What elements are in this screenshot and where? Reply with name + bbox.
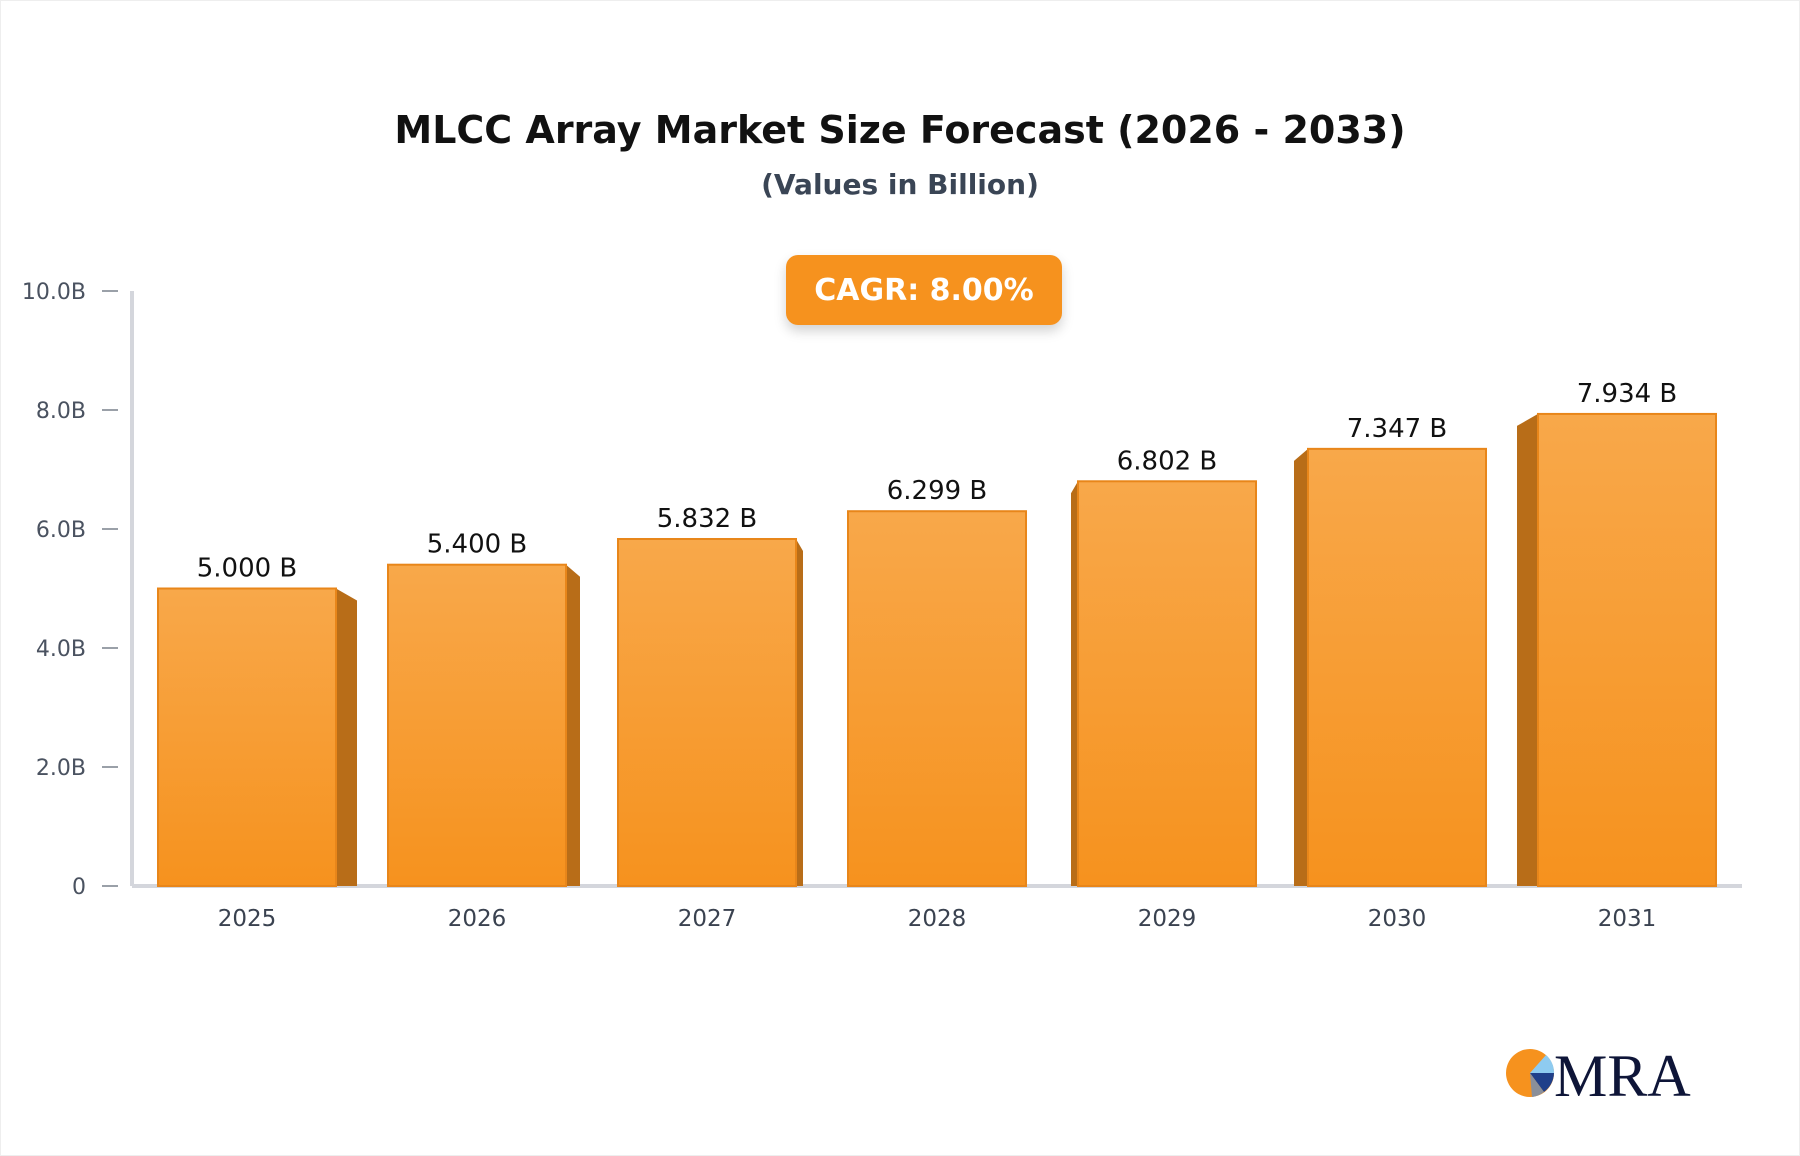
y-tick-label: 6.0B	[36, 518, 86, 543]
y-tick-label: 4.0B	[36, 637, 86, 662]
bar	[1537, 412, 1717, 887]
x-tick-label: 2029	[1138, 906, 1197, 932]
chart-title: MLCC Array Market Size Forecast (2026 - …	[394, 108, 1406, 152]
bar	[157, 587, 337, 887]
x-tick-label: 2030	[1368, 906, 1427, 932]
bar	[1077, 480, 1257, 887]
x-tick-label: 2027	[678, 906, 737, 932]
bar-side	[1294, 448, 1308, 886]
bar	[847, 510, 1027, 887]
x-tick-label: 2025	[218, 906, 277, 932]
bar-side	[336, 588, 357, 886]
bar-side	[1517, 413, 1538, 886]
bar-side	[566, 564, 580, 886]
y-tick-label: 2.0B	[36, 756, 86, 781]
data-label: 5.400 B	[427, 530, 528, 560]
bar	[1307, 447, 1487, 887]
data-label: 5.832 B	[657, 504, 758, 534]
bar-side	[796, 538, 803, 886]
y-tick-label: 10.0B	[22, 280, 86, 305]
x-tick-label: 2031	[1598, 906, 1657, 932]
bar-side	[1071, 481, 1078, 886]
data-label: 6.299 B	[887, 476, 988, 506]
mra-logo: MRA	[1506, 1043, 1691, 1102]
data-label: 6.802 B	[1117, 446, 1218, 476]
y-tick-label: 0	[72, 875, 86, 900]
chart-subtitle: (Values in Billion)	[761, 168, 1039, 201]
bar	[617, 537, 797, 887]
data-label: 7.934 B	[1577, 379, 1678, 409]
bar	[387, 563, 567, 887]
x-tick-label: 2026	[448, 906, 507, 932]
x-tick-label: 2028	[908, 906, 967, 932]
cagr-badge: CAGR: 8.00%	[786, 255, 1062, 325]
data-label: 7.347 B	[1347, 414, 1448, 444]
logo-text: MRA	[1554, 1043, 1691, 1102]
y-tick-label: 8.0B	[36, 399, 86, 424]
data-label: 5.000 B	[197, 554, 298, 584]
